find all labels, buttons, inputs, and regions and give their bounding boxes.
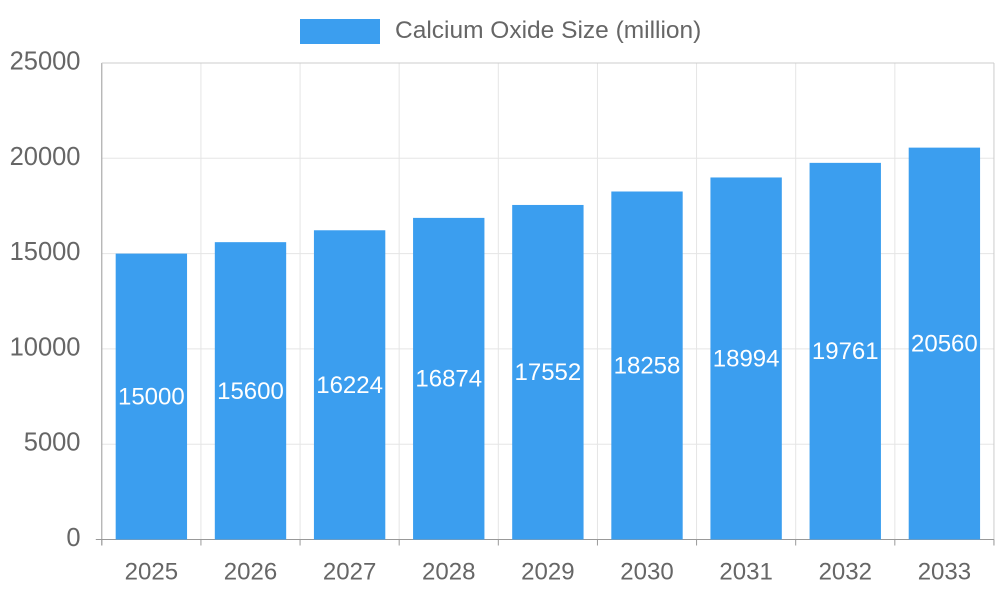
svg-text:18258: 18258 xyxy=(614,353,681,380)
svg-text:2033: 2033 xyxy=(918,559,971,586)
svg-text:2032: 2032 xyxy=(819,559,872,586)
svg-text:0: 0 xyxy=(66,524,80,552)
svg-text:2029: 2029 xyxy=(521,559,574,586)
svg-text:17552: 17552 xyxy=(515,359,582,386)
svg-text:5000: 5000 xyxy=(24,429,81,457)
svg-text:15600: 15600 xyxy=(217,378,284,405)
svg-text:16224: 16224 xyxy=(316,372,383,399)
svg-text:19761: 19761 xyxy=(812,338,879,365)
svg-text:2025: 2025 xyxy=(125,559,178,586)
svg-text:15000: 15000 xyxy=(118,384,185,411)
svg-text:2026: 2026 xyxy=(224,559,277,586)
svg-text:20000: 20000 xyxy=(10,143,81,171)
svg-text:18994: 18994 xyxy=(713,345,780,372)
svg-text:2027: 2027 xyxy=(323,559,376,586)
svg-text:20560: 20560 xyxy=(911,331,978,358)
svg-text:2028: 2028 xyxy=(422,559,475,586)
svg-text:16874: 16874 xyxy=(415,366,482,393)
svg-text:10000: 10000 xyxy=(10,333,81,361)
svg-text:15000: 15000 xyxy=(10,238,81,266)
svg-text:2030: 2030 xyxy=(620,559,673,586)
svg-text:Calcium Oxide Size (million): Calcium Oxide Size (million) xyxy=(395,17,701,44)
svg-text:2031: 2031 xyxy=(719,559,772,586)
svg-text:25000: 25000 xyxy=(10,48,81,76)
